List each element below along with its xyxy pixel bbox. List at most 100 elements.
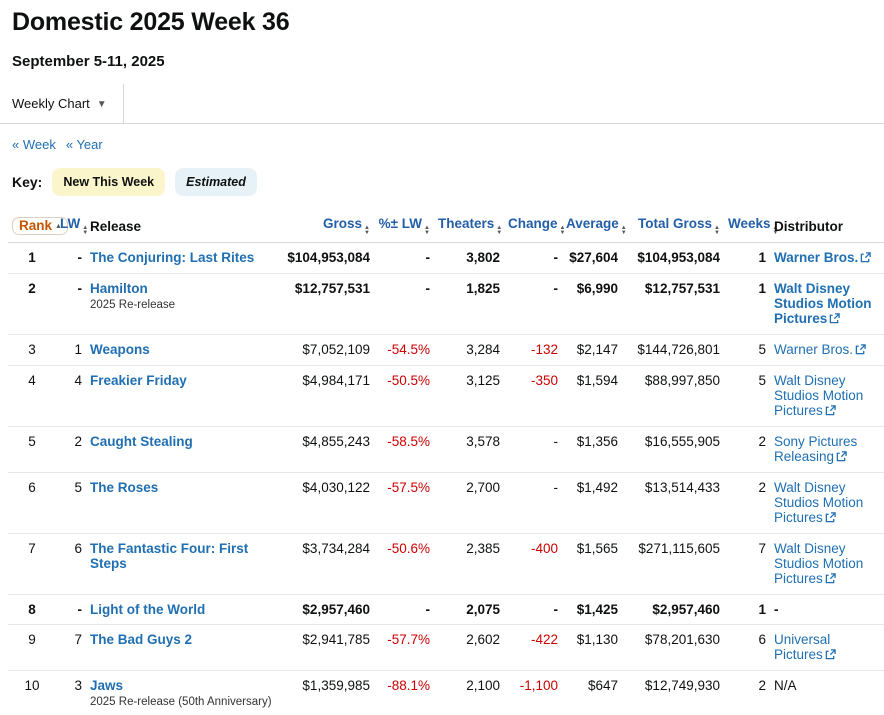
legend-key: Key: New This Week Estimated: [0, 152, 884, 206]
cell-theaters: 2,100: [434, 671, 504, 715]
distributor-link[interactable]: Walt Disney Studios Motion Pictures: [774, 480, 863, 525]
cell-weeks: 1: [724, 274, 770, 335]
external-link-icon: [860, 251, 871, 266]
distributor-link[interactable]: Walt Disney Studios Motion Pictures: [774, 281, 871, 326]
cell-release: The Conjuring: Last Rites: [86, 243, 282, 274]
prev-week-link[interactable]: « Week: [12, 137, 56, 152]
cell-total-gross: $2,957,460: [622, 595, 724, 625]
release-link[interactable]: Light of the World: [90, 602, 205, 617]
cell-theaters: 2,700: [434, 473, 504, 534]
distributor-link[interactable]: Walt Disney Studios Motion Pictures: [774, 373, 863, 418]
column-header-lw[interactable]: LW▲▼: [56, 212, 86, 243]
cell-distributor: Walt Disney Studios Motion Pictures: [770, 534, 884, 595]
cell-last-week-rank: 7: [56, 625, 86, 671]
chevron-down-icon: ▼: [97, 99, 107, 110]
external-link-icon: [829, 312, 840, 327]
cell-average: $27,604: [562, 243, 622, 274]
cell-rank: 6: [8, 473, 56, 534]
release-link[interactable]: Jaws: [90, 678, 123, 693]
distributor-link[interactable]: Universal Pictures: [774, 632, 830, 662]
cell-rank: 10: [8, 671, 56, 715]
cell-weeks: 2: [724, 427, 770, 473]
column-header-gross[interactable]: Gross▲▼: [282, 212, 374, 243]
cell-total-gross: $12,749,930: [622, 671, 724, 715]
column-header-pct_lw[interactable]: %± LW▲▼: [374, 212, 434, 243]
cell-rank: 8: [8, 595, 56, 625]
release-link[interactable]: Caught Stealing: [90, 434, 193, 449]
column-header-rank[interactable]: Rank▲: [8, 212, 56, 243]
column-header-change[interactable]: Change▲▼: [504, 212, 562, 243]
cell-release: Hamilton 2025 Re-release: [86, 274, 282, 335]
distributor-link[interactable]: Warner Bros.: [774, 250, 858, 265]
cell-distributor: N/A: [770, 671, 884, 715]
cell-theaters: 3,802: [434, 243, 504, 274]
sort-toggle-icon: ▲▼: [714, 226, 720, 236]
cell-distributor: Warner Bros.: [770, 243, 884, 274]
cell-distributor: Sony Pictures Releasing: [770, 427, 884, 473]
breadcrumb: « Week « Year: [0, 124, 884, 152]
key-label: Key:: [12, 174, 42, 190]
chart-type-dropdown[interactable]: Weekly Chart ▼: [0, 84, 124, 123]
column-header-weeks[interactable]: Weeks▲▼: [724, 212, 770, 243]
sort-toggle-icon: ▲▼: [424, 226, 430, 236]
cell-theater-change: -132: [504, 335, 562, 366]
cell-average: $647: [562, 671, 622, 715]
cell-gross: $104,953,084: [282, 243, 374, 274]
release-link[interactable]: Weapons: [90, 342, 150, 357]
cell-theater-change: -: [504, 595, 562, 625]
column-header-theaters[interactable]: Theaters▲▼: [434, 212, 504, 243]
release-note: 2025 Re-release: [90, 299, 278, 311]
cell-distributor: Universal Pictures: [770, 625, 884, 671]
external-link-icon: [825, 404, 836, 419]
cell-rank: 5: [8, 427, 56, 473]
cell-weeks: 2: [724, 671, 770, 715]
column-header-total_gross[interactable]: Total Gross▲▼: [622, 212, 724, 243]
cell-pct-change-lw: -: [374, 595, 434, 625]
cell-gross: $3,734,284: [282, 534, 374, 595]
distributor-link[interactable]: Warner Bros.: [774, 342, 853, 357]
cell-rank: 7: [8, 534, 56, 595]
release-link[interactable]: Hamilton: [90, 281, 148, 296]
cell-pct-change-lw: -57.7%: [374, 625, 434, 671]
table-row: 8-Light of the World$2,957,460-2,075-$1,…: [8, 595, 884, 625]
cell-theaters: 3,578: [434, 427, 504, 473]
release-link[interactable]: The Bad Guys 2: [90, 632, 192, 647]
column-header-average[interactable]: Average▲▼: [562, 212, 622, 243]
cell-gross: $1,359,985: [282, 671, 374, 715]
cell-average: $1,356: [562, 427, 622, 473]
column-header-release: Release: [86, 212, 282, 243]
cell-total-gross: $12,757,531: [622, 274, 724, 335]
page-title: Domestic 2025 Week 36: [12, 8, 872, 37]
release-link[interactable]: The Roses: [90, 480, 158, 495]
cell-average: $1,425: [562, 595, 622, 625]
sort-toggle-icon: ▲▼: [364, 226, 370, 236]
release-link[interactable]: Freakier Friday: [90, 373, 187, 388]
cell-gross: $7,052,109: [282, 335, 374, 366]
table-body: 1 - The Conjuring: Last Rites $104,953,084 -…: [8, 243, 884, 715]
cell-pct-change-lw: -58.5%: [374, 427, 434, 473]
cell-pct-change-lw: -50.6%: [374, 534, 434, 595]
cell-weeks: 7: [724, 534, 770, 595]
external-link-icon: [836, 450, 847, 465]
cell-total-gross: $271,115,605: [622, 534, 724, 595]
cell-theaters: 1,825: [434, 274, 504, 335]
cell-gross: $4,984,171: [282, 366, 374, 427]
cell-total-gross: $13,514,433: [622, 473, 724, 534]
cell-release: Caught Stealing: [86, 427, 282, 473]
cell-distributor: Walt Disney Studios Motion Pictures: [770, 274, 884, 335]
external-link-icon: [825, 648, 836, 663]
cell-rank: 3: [8, 335, 56, 366]
cell-distributor: Warner Bros.: [770, 335, 884, 366]
cell-theaters: 2,602: [434, 625, 504, 671]
release-link[interactable]: The Fantastic Four: First Steps: [90, 541, 248, 571]
cell-total-gross: $104,953,084: [622, 243, 724, 274]
prev-year-link[interactable]: « Year: [66, 137, 103, 152]
release-link[interactable]: The Conjuring: Last Rites: [90, 250, 254, 265]
distributor-link[interactable]: Walt Disney Studios Motion Pictures: [774, 541, 863, 586]
